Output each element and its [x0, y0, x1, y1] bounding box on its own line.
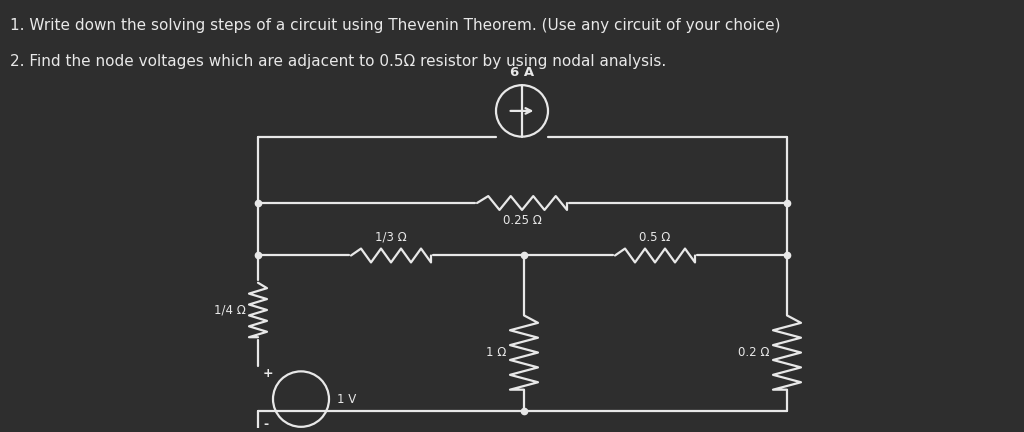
Text: 1/4 Ω: 1/4 Ω [214, 303, 246, 317]
Text: 2. Find the node voltages which are adjacent to 0.5Ω resistor by using nodal ana: 2. Find the node voltages which are adja… [10, 54, 667, 70]
Text: 1/3 Ω: 1/3 Ω [375, 231, 407, 244]
Text: 0.2 Ω: 0.2 Ω [737, 346, 769, 359]
Text: 1 V: 1 V [337, 393, 356, 406]
Text: 1 Ω: 1 Ω [485, 346, 506, 359]
Text: +: + [263, 367, 273, 380]
Text: 1. Write down the solving steps of a circuit using Thevenin Theorem. (Use any ci: 1. Write down the solving steps of a cir… [10, 18, 780, 33]
Text: 0.25 Ω: 0.25 Ω [503, 214, 542, 227]
Text: -: - [263, 418, 268, 431]
Text: 0.5 Ω: 0.5 Ω [639, 231, 671, 244]
Text: 6 A: 6 A [510, 66, 535, 79]
